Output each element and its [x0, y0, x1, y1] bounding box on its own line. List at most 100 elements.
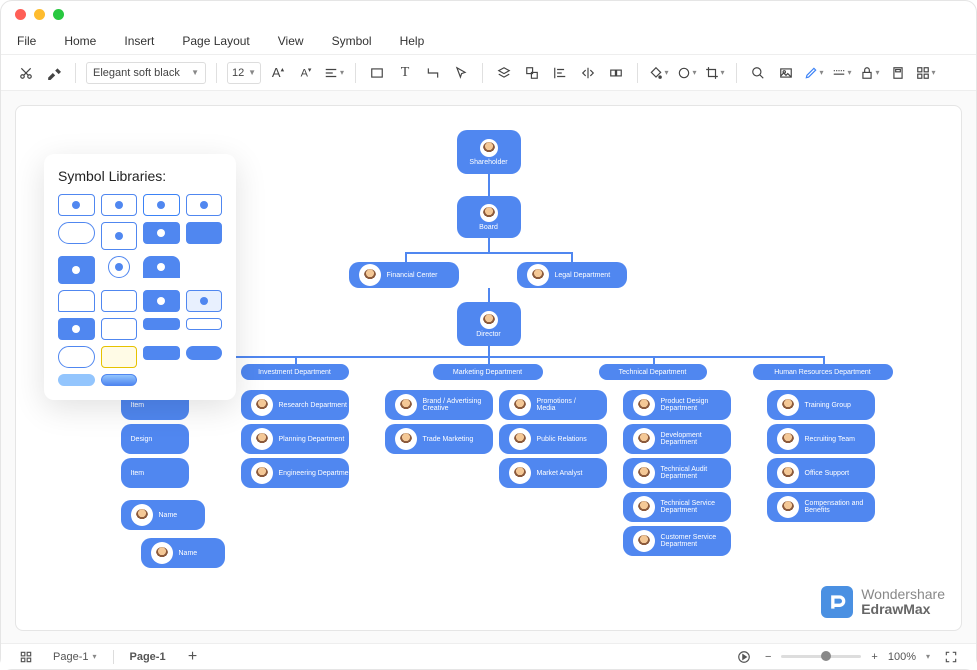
same-size-button[interactable]	[605, 62, 627, 84]
page-tab-active[interactable]: Page-1	[124, 649, 172, 665]
image-button[interactable]	[775, 62, 797, 84]
org-dept-2[interactable]: Marketing Department	[433, 364, 543, 380]
window-maximize-button[interactable]	[53, 9, 64, 20]
symbol-item[interactable]	[58, 318, 95, 340]
org-leaf[interactable]: Product Design Department	[623, 390, 731, 420]
menu-file[interactable]: File	[17, 34, 36, 48]
symbol-item[interactable]	[101, 318, 138, 340]
menu-insert[interactable]: Insert	[124, 34, 154, 48]
page-setup-button[interactable]	[887, 62, 909, 84]
pointer-tool[interactable]	[450, 62, 472, 84]
org-leaf[interactable]: Customer Service Department	[623, 526, 731, 556]
org-leaf[interactable]: Name	[141, 538, 225, 568]
symbol-item[interactable]	[143, 194, 180, 216]
window-minimize-button[interactable]	[34, 9, 45, 20]
symbol-item[interactable]	[58, 374, 95, 386]
org-leaf[interactable]: Training Group	[767, 390, 875, 420]
line-style-button[interactable]: ▾	[831, 62, 853, 84]
menu-page-layout[interactable]: Page Layout	[182, 34, 249, 48]
symbol-item[interactable]	[143, 256, 180, 278]
org-leaf[interactable]: Engineering Department	[241, 458, 349, 488]
org-leaf[interactable]: Public Relations	[499, 424, 607, 454]
org-node-financial[interactable]: Financial Center	[349, 262, 459, 288]
line-tool[interactable]	[422, 62, 444, 84]
symbol-item[interactable]	[101, 374, 138, 386]
presentation-button[interactable]	[733, 646, 755, 668]
org-node-shareholder[interactable]: Shareholder	[457, 130, 521, 174]
org-leaf[interactable]: Promotions / Media	[499, 390, 607, 420]
increase-font-button[interactable]: A▴	[267, 62, 289, 84]
decrease-font-button[interactable]: A▾	[295, 62, 317, 84]
org-leaf[interactable]: Planning Department	[241, 424, 349, 454]
page-tab-dropdown[interactable]: Page-1▾	[47, 649, 103, 665]
org-leaf[interactable]: Research Department	[241, 390, 349, 420]
org-leaf[interactable]: Item	[121, 458, 189, 488]
symbol-item[interactable]	[58, 194, 95, 216]
org-leaf[interactable]: Technical Service Department	[623, 492, 731, 522]
symbol-item[interactable]	[108, 256, 130, 278]
symbol-item[interactable]	[186, 318, 223, 330]
org-leaf[interactable]: Development Department	[623, 424, 731, 454]
menu-help[interactable]: Help	[400, 34, 425, 48]
org-node-legal[interactable]: Legal Department	[517, 262, 627, 288]
org-leaf[interactable]: Name	[121, 500, 205, 530]
org-leaf[interactable]: Market Analyst	[499, 458, 607, 488]
fit-screen-button[interactable]	[940, 646, 962, 668]
more-tools-button[interactable]: ▾	[915, 62, 937, 84]
symbol-item[interactable]	[186, 194, 223, 216]
org-leaf[interactable]: Technical Audit Department	[623, 458, 731, 488]
org-dept-4[interactable]: Human Resources Department	[753, 364, 893, 380]
font-select[interactable]: Elegant soft black▼	[86, 62, 206, 84]
org-leaf[interactable]: Office Support	[767, 458, 875, 488]
org-node-director[interactable]: Director	[457, 302, 521, 346]
align-objects-button[interactable]	[549, 62, 571, 84]
pen-button[interactable]: ▾	[803, 62, 825, 84]
cut-button[interactable]	[15, 62, 37, 84]
menu-symbol[interactable]: Symbol	[332, 34, 372, 48]
symbol-item[interactable]	[58, 346, 95, 368]
org-dept-1[interactable]: Investment Department	[241, 364, 349, 380]
symbol-item[interactable]	[101, 194, 138, 216]
align-button[interactable]: ▾	[323, 62, 345, 84]
layer-button[interactable]	[493, 62, 515, 84]
group-button[interactable]	[521, 62, 543, 84]
zoom-level[interactable]: 100%	[888, 651, 916, 663]
symbol-item[interactable]	[58, 222, 95, 244]
fill-button[interactable]: ▾	[648, 62, 670, 84]
symbol-item[interactable]	[58, 256, 95, 284]
format-painter-button[interactable]	[43, 62, 65, 84]
font-size-select[interactable]: 12▼	[227, 62, 261, 84]
flip-button[interactable]	[577, 62, 599, 84]
menu-view[interactable]: View	[278, 34, 304, 48]
symbol-item[interactable]	[101, 222, 138, 250]
canvas[interactable]: Shareholder Board Financial Center Legal…	[15, 105, 962, 631]
window-close-button[interactable]	[15, 9, 26, 20]
org-dept-3[interactable]: Technical Department	[599, 364, 707, 380]
symbol-item[interactable]	[58, 290, 95, 312]
org-leaf[interactable]: Design	[121, 424, 189, 454]
symbol-item[interactable]	[186, 222, 223, 244]
zoom-in-button[interactable]: +	[871, 651, 877, 663]
symbol-item[interactable]	[143, 346, 180, 360]
symbol-item[interactable]	[186, 346, 223, 360]
rectangle-tool[interactable]	[366, 62, 388, 84]
symbol-libraries-panel[interactable]: Symbol Libraries:	[44, 154, 236, 400]
crop-button[interactable]: ▾	[704, 62, 726, 84]
search-button[interactable]	[747, 62, 769, 84]
symbol-item[interactable]	[143, 318, 180, 330]
org-leaf[interactable]: Trade Marketing	[385, 424, 493, 454]
org-leaf[interactable]: Brand / Advertising Creative	[385, 390, 493, 420]
org-node-board[interactable]: Board	[457, 196, 521, 238]
org-leaf[interactable]: Compensation and Benefits	[767, 492, 875, 522]
menu-home[interactable]: Home	[64, 34, 96, 48]
symbol-item[interactable]	[186, 290, 223, 312]
org-leaf[interactable]: Recruiting Team	[767, 424, 875, 454]
symbol-item[interactable]	[101, 346, 138, 368]
zoom-slider[interactable]	[781, 655, 861, 658]
text-tool[interactable]: T	[394, 62, 416, 84]
pages-list-button[interactable]	[15, 646, 37, 668]
zoom-out-button[interactable]: −	[765, 651, 771, 663]
symbol-item[interactable]	[101, 290, 138, 312]
symbol-item[interactable]	[143, 290, 180, 312]
symbol-item[interactable]	[143, 222, 180, 244]
